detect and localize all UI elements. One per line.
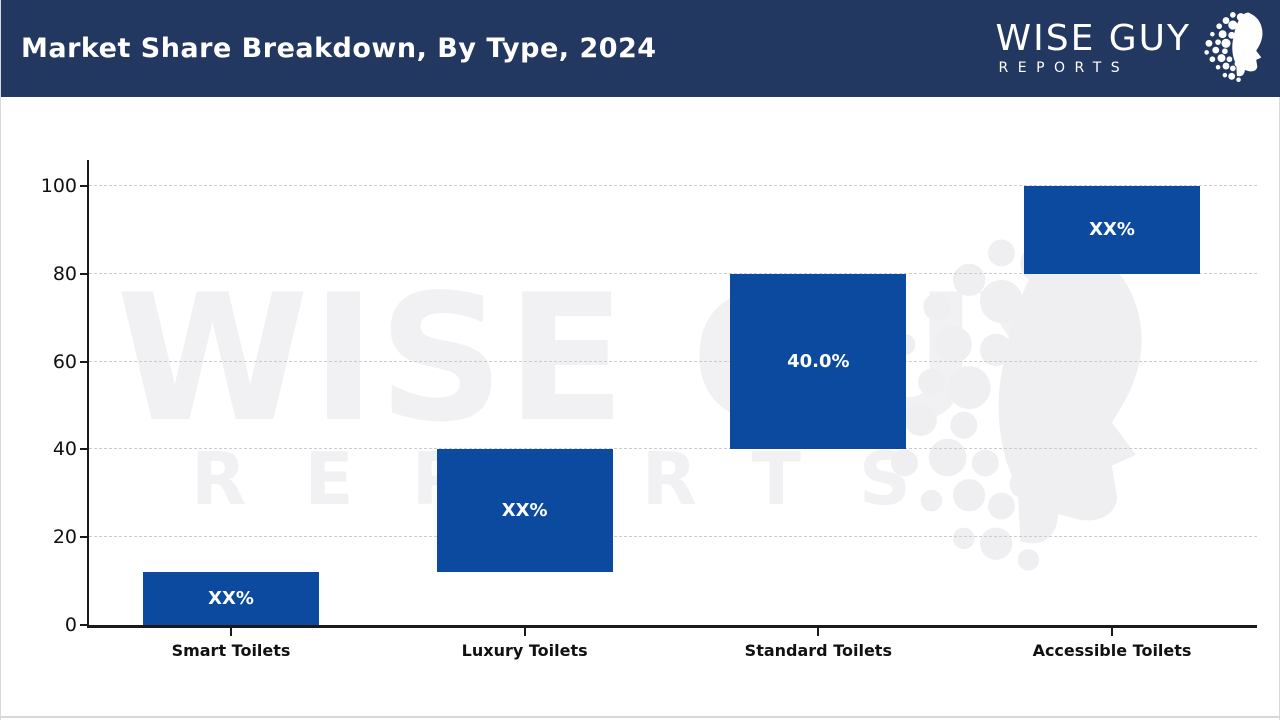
x-category-label: Smart Toilets [171,641,291,660]
y-tick [80,448,88,451]
y-tick [80,624,88,626]
bar-value-label: XX% [208,588,254,610]
y-tick-label: 100 [40,175,77,197]
x-category-label: Standard Toilets [744,641,892,660]
logo-wordmark: WISE GUY [995,18,1191,59]
gridline [89,272,1257,274]
bar-value-label: XX% [501,500,548,522]
y-tick [80,360,88,363]
gridline [89,360,1257,362]
x-tick [230,628,232,636]
gridline [89,448,1257,450]
bar-standard-toilets: 40.0% [730,273,907,450]
x-tick [523,628,526,636]
x-tick [817,628,820,636]
bar-accessible-toilets: XX% [1024,186,1200,274]
y-tick [80,272,88,275]
chart-title: Market Share Breakdown, By Type, 2024 [21,33,657,64]
wise-guy-face-icon [1193,7,1267,91]
y-tick [80,536,88,539]
y-tick-label: 60 [52,350,77,373]
gridline [89,185,1257,186]
bar-value-label: 40.0% [787,351,850,373]
x-tick [1111,628,1113,636]
y-tick-label: 40 [52,438,77,461]
logo-subtext: REPORTS [998,60,1130,76]
gridline [89,536,1257,538]
bar-luxury-toilets: XX% [436,449,613,573]
y-tick-label: 0 [64,614,77,636]
y-tick-label: 20 [52,526,77,549]
bar-smart-toilets: XX% [143,572,319,625]
y-axis [87,160,89,626]
x-category-label: Luxury Toilets [461,641,588,660]
bar-value-label: XX% [1089,219,1135,241]
x-axis [87,625,1257,628]
bottom-border [1,716,1280,718]
wise-guy-logo: WISE GUY REPORTS [996,7,1280,91]
x-category-label: Accessible Toilets [1032,641,1192,660]
y-tick-label: 80 [52,262,77,285]
y-tick [80,185,88,187]
header-bar: Market Share Breakdown, By Type, 2024 WI… [1,0,1280,97]
